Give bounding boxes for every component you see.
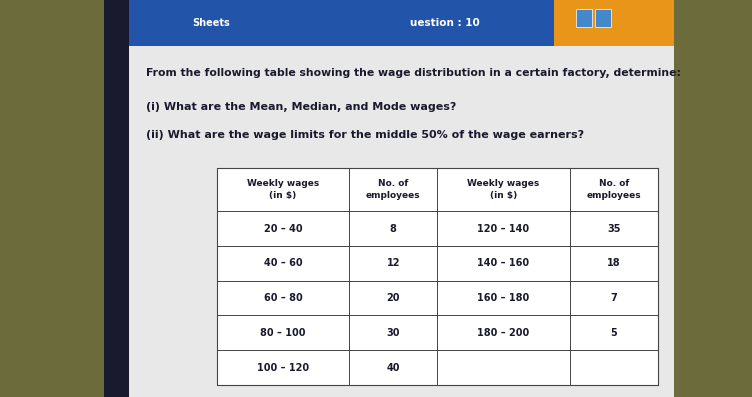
Text: uestion : 10: uestion : 10	[411, 18, 480, 28]
Bar	[595, 9, 611, 27]
Text: 180 – 200: 180 – 200	[478, 328, 529, 338]
Text: 30: 30	[387, 328, 400, 338]
Text: (i) What are the Mean, Median, and Mode wages?: (i) What are the Mean, Median, and Mode …	[146, 102, 456, 112]
Bar	[217, 168, 657, 385]
Text: 80 – 100: 80 – 100	[260, 328, 306, 338]
Text: 40 – 60: 40 – 60	[264, 258, 302, 268]
Text: 18: 18	[607, 258, 620, 268]
Text: From the following table showing the wage distribution in a certain factory, det: From the following table showing the wag…	[146, 67, 681, 78]
Text: 20: 20	[387, 293, 400, 303]
Text: 40: 40	[387, 362, 400, 373]
Text: 100 – 120: 100 – 120	[257, 362, 309, 373]
Bar	[576, 9, 592, 27]
Text: Weekly wages
(in $): Weekly wages (in $)	[247, 179, 319, 200]
Bar	[554, 0, 674, 46]
Text: 160 – 180: 160 – 180	[478, 293, 529, 303]
Text: 8: 8	[390, 224, 396, 233]
Text: 60 – 80: 60 – 80	[263, 293, 302, 303]
Text: 7: 7	[611, 293, 617, 303]
Bar	[0, 0, 118, 397]
Text: No. of
employees: No. of employees	[366, 179, 420, 200]
Text: No. of
employees: No. of employees	[587, 179, 641, 200]
Bar	[129, 0, 674, 397]
Text: 120 – 140: 120 – 140	[478, 224, 529, 233]
Text: (ii) What are the wage limits for the middle 50% of the wage earners?: (ii) What are the wage limits for the mi…	[146, 130, 584, 140]
Text: Sheets: Sheets	[193, 18, 230, 28]
Text: 12: 12	[387, 258, 400, 268]
Bar	[105, 0, 132, 397]
Text: 5: 5	[611, 328, 617, 338]
Text: 140 – 160: 140 – 160	[478, 258, 529, 268]
Bar	[129, 0, 554, 46]
Text: 20 – 40: 20 – 40	[264, 224, 302, 233]
Text: Weekly wages
(in $): Weekly wages (in $)	[467, 179, 540, 200]
Text: 35: 35	[607, 224, 620, 233]
